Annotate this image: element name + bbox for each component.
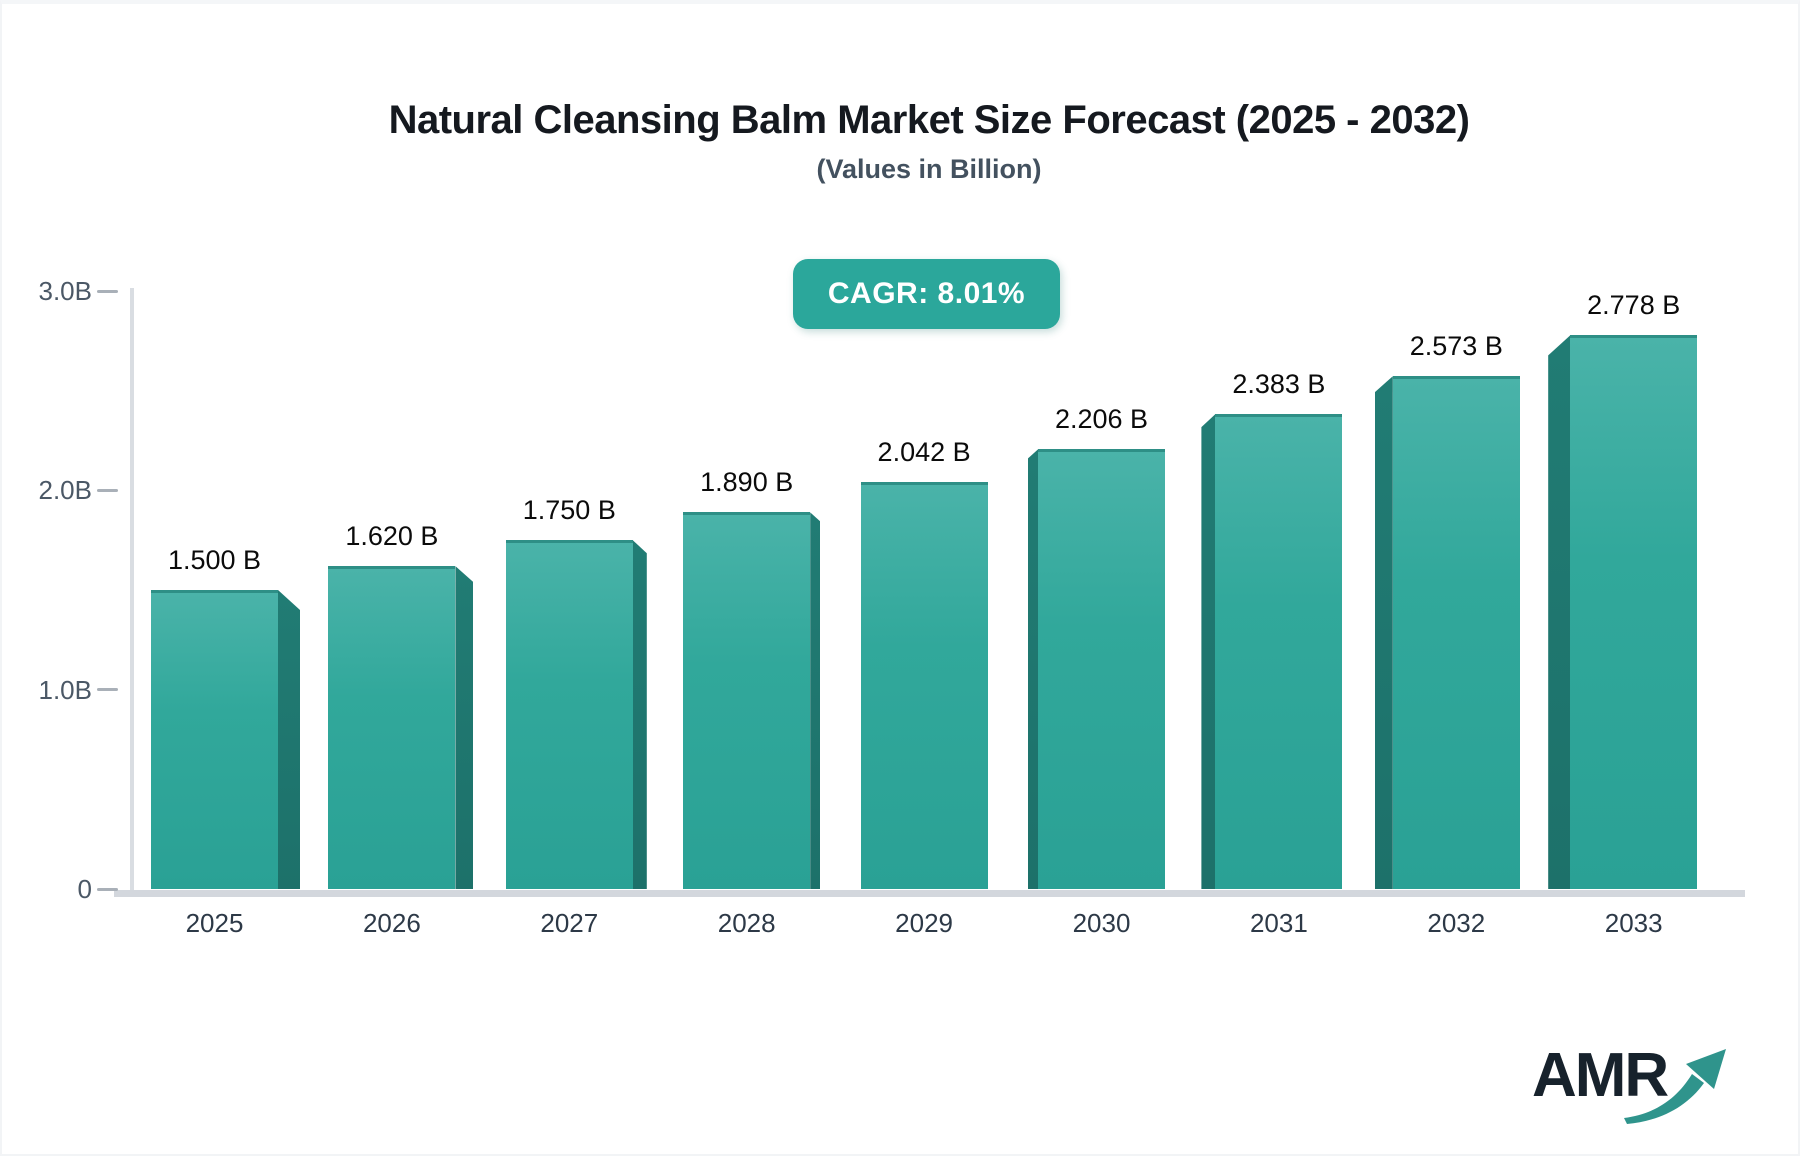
x-axis-category-label: 2027 bbox=[540, 908, 599, 938]
bar-value-label: 1.890 B bbox=[700, 467, 794, 498]
bar-value-label: 2.042 B bbox=[877, 437, 971, 468]
y-axis-tick bbox=[97, 688, 118, 692]
chart-title: Natural Cleansing Balm Market Size Forec… bbox=[388, 98, 1470, 142]
y-axis-line bbox=[130, 288, 134, 892]
bar-2025 bbox=[151, 590, 278, 889]
cagr-badge-label: CAGR: 8.01% bbox=[827, 277, 1026, 310]
bar-value-label: 2.778 B bbox=[1587, 290, 1681, 321]
bar-value-label: 2.573 B bbox=[1409, 331, 1503, 362]
bar-value-label: 2.383 B bbox=[1232, 369, 1326, 400]
bar-value-label: 1.620 B bbox=[345, 521, 439, 552]
bar-value-label: 2.206 B bbox=[1054, 404, 1149, 435]
y-axis-tick-label: 1.0B bbox=[38, 674, 93, 705]
x-axis-category-label: 2025 bbox=[185, 908, 244, 938]
bar-2029 bbox=[860, 482, 988, 889]
bar-2026 bbox=[328, 566, 456, 889]
y-axis-tick-label: 0 bbox=[77, 874, 92, 904]
bar-2031 bbox=[1215, 414, 1343, 889]
bar-2030-side bbox=[1028, 449, 1038, 889]
bar-2027 bbox=[505, 540, 633, 889]
growth-arrow-icon bbox=[1624, 1049, 1726, 1124]
bar-2028-side bbox=[810, 512, 821, 889]
bar-2033 bbox=[1570, 335, 1698, 889]
cagr-badge: CAGR: 8.01% bbox=[793, 259, 1060, 329]
brand-logo-text: AMR bbox=[1532, 1041, 1669, 1110]
bar-2025-side bbox=[278, 590, 300, 889]
y-axis-tick-label: 3.0B bbox=[38, 276, 93, 307]
y-axis-tick bbox=[97, 887, 118, 891]
x-axis-category-label: 2030 bbox=[1072, 908, 1131, 938]
x-axis-category-label: 2031 bbox=[1249, 908, 1308, 938]
x-axis-category-label: 2029 bbox=[895, 908, 954, 938]
bar-2033-side bbox=[1548, 335, 1571, 889]
x-axis-category-label: 2028 bbox=[717, 908, 776, 938]
bar-2032-side bbox=[1374, 376, 1393, 889]
chart-subtitle: (Values in Billion) bbox=[816, 154, 1042, 184]
bar-2026-side bbox=[455, 566, 474, 889]
bar-2032 bbox=[1392, 376, 1520, 889]
brand-logo: AMR bbox=[1532, 1034, 1772, 1134]
y-axis-tick bbox=[97, 289, 118, 293]
x-axis-category-label: 2032 bbox=[1427, 908, 1486, 938]
x-axis-category-label: 2033 bbox=[1604, 908, 1663, 938]
bar-2028 bbox=[683, 512, 811, 889]
x-axis-baseline bbox=[114, 890, 1745, 897]
bar-2030 bbox=[1038, 449, 1165, 889]
bar-2027-side bbox=[632, 540, 647, 889]
x-axis-category-label: 2026 bbox=[362, 908, 421, 938]
y-axis-tick bbox=[97, 488, 118, 492]
y-axis-tick-label: 2.0B bbox=[38, 475, 93, 506]
bar-value-label: 1.750 B bbox=[522, 495, 616, 526]
bar-value-label: 1.500 B bbox=[167, 545, 262, 576]
bar-2031-side bbox=[1201, 414, 1216, 889]
